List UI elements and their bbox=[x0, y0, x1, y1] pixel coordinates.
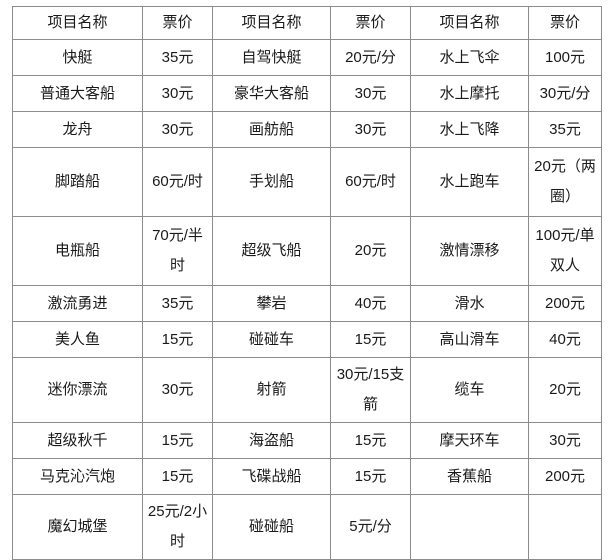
cell-name: 碰碰船 bbox=[212, 494, 331, 560]
cell-price: 25元/2小时 bbox=[142, 494, 213, 560]
cell-price: 20元 bbox=[528, 357, 602, 423]
cell-name: 碰碰车 bbox=[212, 321, 331, 358]
cell-name: 普通大客船 bbox=[12, 75, 143, 112]
cell-price: 60元/时 bbox=[142, 147, 213, 217]
header-cell-name-1: 项目名称 bbox=[12, 6, 143, 40]
cell-name: 手划船 bbox=[212, 147, 331, 217]
table-header-row: 项目名称 票价 项目名称 票价 项目名称 票价 bbox=[12, 6, 602, 40]
cell-price: 30元/分 bbox=[528, 75, 602, 112]
table-row: 马克沁汽炮 15元 飞碟战船 15元 香蕉船 200元 bbox=[12, 458, 602, 495]
header-cell-price-2: 票价 bbox=[330, 6, 411, 40]
cell-price: 30元 bbox=[142, 357, 213, 423]
cell-name: 射箭 bbox=[212, 357, 331, 423]
cell-name: 超级秋千 bbox=[12, 422, 143, 459]
header-cell-name-2: 项目名称 bbox=[212, 6, 331, 40]
cell-price: 15元 bbox=[330, 321, 411, 358]
cell-name: 水上飞降 bbox=[410, 111, 529, 148]
cell-price: 20元 bbox=[330, 216, 411, 286]
table-body: 项目名称 票价 项目名称 票价 项目名称 票价 快艇 35元 自驾快艇 20元/分 水上… bbox=[12, 6, 602, 560]
cell-price: 30元 bbox=[330, 111, 411, 148]
cell-price: 15元 bbox=[142, 321, 213, 358]
header-cell-name-3: 项目名称 bbox=[410, 6, 529, 40]
table-row: 脚踏船 60元/时 手划船 60元/时 水上跑车 20元（两圈） bbox=[12, 147, 602, 217]
cell-name: 激流勇进 bbox=[12, 285, 143, 322]
table-row: 超级秋千 15元 海盗船 15元 摩天环车 30元 bbox=[12, 422, 602, 459]
cell-price: 15元 bbox=[142, 422, 213, 459]
cell-price: 30元 bbox=[142, 75, 213, 112]
cell-price: 30元 bbox=[142, 111, 213, 148]
table-row: 电瓶船 70元/半时 超级飞船 20元 激情漂移 100元/单双人 bbox=[12, 216, 602, 286]
cell-price: 200元 bbox=[528, 458, 602, 495]
cell-name: 画舫船 bbox=[212, 111, 331, 148]
cell-price: 40元 bbox=[528, 321, 602, 358]
cell-name: 飞碟战船 bbox=[212, 458, 331, 495]
table-row: 魔幻城堡 25元/2小时 碰碰船 5元/分 bbox=[12, 494, 602, 560]
table-row: 龙舟 30元 画舫船 30元 水上飞降 35元 bbox=[12, 111, 602, 148]
cell-name: 迷你漂流 bbox=[12, 357, 143, 423]
cell-name: 脚踏船 bbox=[12, 147, 143, 217]
price-table-container: 项目名称 票价 项目名称 票价 项目名称 票价 快艇 35元 自驾快艇 20元/分 水上… bbox=[12, 6, 602, 560]
cell-price: 35元 bbox=[142, 285, 213, 322]
table-row: 激流勇进 35元 攀岩 40元 滑水 200元 bbox=[12, 285, 602, 322]
cell-name: 豪华大客船 bbox=[212, 75, 331, 112]
cell-name: 美人鱼 bbox=[12, 321, 143, 358]
cell-price: 30元/15支箭 bbox=[330, 357, 411, 423]
cell-price: 40元 bbox=[330, 285, 411, 322]
cell-price: 15元 bbox=[142, 458, 213, 495]
cell-price: 30元 bbox=[528, 422, 602, 459]
ticket-price-table: 项目名称 票价 项目名称 票价 项目名称 票价 快艇 35元 自驾快艇 20元/分 水上… bbox=[12, 6, 602, 560]
cell-price: 15元 bbox=[330, 422, 411, 459]
cell-price bbox=[528, 494, 602, 560]
cell-price: 200元 bbox=[528, 285, 602, 322]
table-row: 迷你漂流 30元 射箭 30元/15支箭 缆车 20元 bbox=[12, 357, 602, 423]
cell-name: 水上摩托 bbox=[410, 75, 529, 112]
cell-name: 高山滑车 bbox=[410, 321, 529, 358]
cell-price: 35元 bbox=[528, 111, 602, 148]
table-row: 普通大客船 30元 豪华大客船 30元 水上摩托 30元/分 bbox=[12, 75, 602, 112]
cell-name: 龙舟 bbox=[12, 111, 143, 148]
cell-name: 电瓶船 bbox=[12, 216, 143, 286]
cell-name: 海盗船 bbox=[212, 422, 331, 459]
cell-name: 摩天环车 bbox=[410, 422, 529, 459]
cell-price: 100元 bbox=[528, 39, 602, 76]
cell-name: 快艇 bbox=[12, 39, 143, 76]
cell-price: 100元/单双人 bbox=[528, 216, 602, 286]
cell-price: 15元 bbox=[330, 458, 411, 495]
table-row: 美人鱼 15元 碰碰车 15元 高山滑车 40元 bbox=[12, 321, 602, 358]
cell-name: 香蕉船 bbox=[410, 458, 529, 495]
cell-name: 缆车 bbox=[410, 357, 529, 423]
cell-name: 马克沁汽炮 bbox=[12, 458, 143, 495]
cell-price: 30元 bbox=[330, 75, 411, 112]
table-row: 快艇 35元 自驾快艇 20元/分 水上飞伞 100元 bbox=[12, 39, 602, 76]
cell-price: 35元 bbox=[142, 39, 213, 76]
cell-name bbox=[410, 494, 529, 560]
cell-name: 魔幻城堡 bbox=[12, 494, 143, 560]
cell-price: 5元/分 bbox=[330, 494, 411, 560]
cell-name: 自驾快艇 bbox=[212, 39, 331, 76]
cell-price: 70元/半时 bbox=[142, 216, 213, 286]
header-cell-price-3: 票价 bbox=[528, 6, 602, 40]
header-cell-price-1: 票价 bbox=[142, 6, 213, 40]
cell-name: 攀岩 bbox=[212, 285, 331, 322]
cell-name: 水上跑车 bbox=[410, 147, 529, 217]
cell-price: 60元/时 bbox=[330, 147, 411, 217]
cell-name: 激情漂移 bbox=[410, 216, 529, 286]
cell-price: 20元（两圈） bbox=[528, 147, 602, 217]
cell-name: 超级飞船 bbox=[212, 216, 331, 286]
cell-price: 20元/分 bbox=[330, 39, 411, 76]
cell-name: 水上飞伞 bbox=[410, 39, 529, 76]
cell-name: 滑水 bbox=[410, 285, 529, 322]
